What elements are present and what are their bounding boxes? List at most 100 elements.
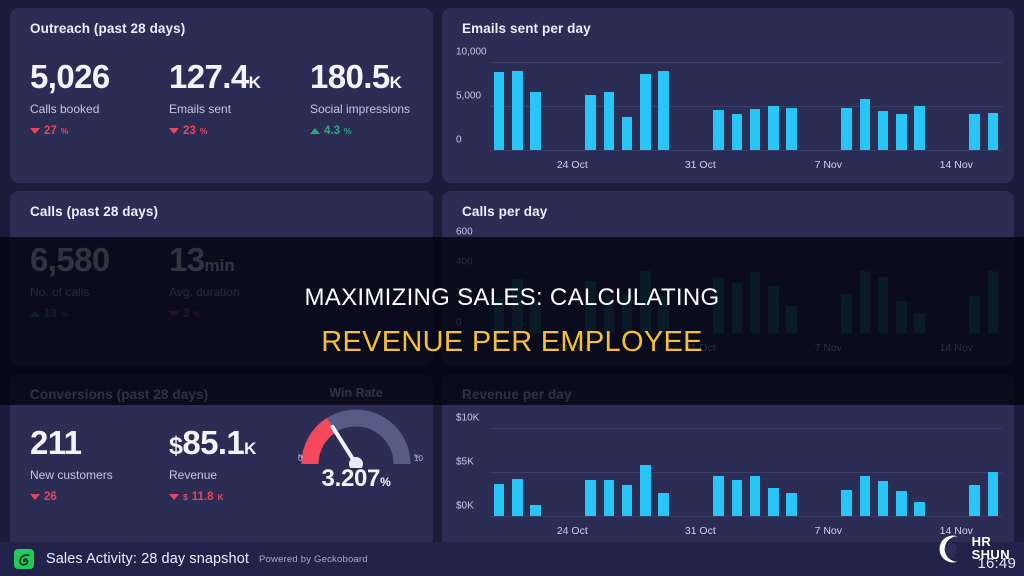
triangle-down-icon — [30, 493, 40, 500]
bar — [859, 98, 871, 151]
kpi-social-impressions-label: Social impressions — [310, 101, 411, 116]
bar — [786, 305, 797, 334]
bar — [512, 478, 523, 517]
x-axis-tick-label: 14 Nov — [939, 342, 973, 354]
y-axis-tick-label: $5K — [456, 456, 474, 468]
bar — [731, 283, 743, 334]
kpi-new-customers-value: 211 — [30, 424, 82, 461]
conversions-kpi-group: 211 New customers 26 $85.1K Revenue $11.… — [30, 426, 419, 503]
kpi-new-customers: 211 New customers 26 — [30, 426, 169, 503]
win-rate-gauge-title: Win Rate — [329, 386, 383, 400]
bar — [493, 71, 505, 151]
kpi-calls-booked-value: 5,026 — [30, 58, 110, 95]
bar — [713, 476, 724, 517]
bar — [512, 279, 523, 334]
bar — [969, 113, 980, 151]
x-axis-tick-label: 24 Oct — [556, 342, 588, 354]
plot-area: $0K $5K $10K — [456, 412, 1002, 517]
card-outreach-title: Outreach (past 28 days) — [30, 21, 186, 36]
bar — [713, 277, 724, 334]
x-axis-tick-label: 31 Oct — [684, 342, 716, 354]
kpi-revenue-label: Revenue — [169, 467, 218, 482]
bar — [585, 94, 596, 151]
gauge-scale: 0% 10% — [298, 454, 423, 463]
card-calls-title: Calls (past 28 days) — [30, 204, 159, 219]
triangle-down-icon — [169, 127, 179, 134]
y-axis-tick-label: 0 — [456, 134, 462, 146]
kpi-new-customers-delta: 26 — [30, 491, 169, 503]
x-axis-tick-label: 7 Nov — [814, 159, 842, 171]
bar — [987, 472, 999, 517]
calls-kpi-group: 6,580 No. of calls 13% 13min Avg. durati… — [30, 243, 419, 320]
x-axis-tick-label: 24 Oct — [556, 159, 588, 171]
bar — [530, 301, 541, 334]
kpi-avg-duration-label: Avg. duration — [169, 284, 240, 299]
x-axis-line — [490, 150, 1002, 151]
bar — [841, 108, 852, 151]
bar — [530, 92, 541, 151]
bar — [987, 113, 999, 151]
triangle-up-icon — [310, 127, 320, 134]
outreach-kpi-group: 5,026 Calls booked 27% 127.4K Emails sen… — [30, 60, 419, 137]
bar — [640, 74, 651, 151]
bar — [658, 71, 669, 151]
bar — [731, 114, 743, 151]
bar — [877, 480, 889, 517]
plot-area: 0 5,000 10,000 — [456, 46, 1002, 151]
card-revenue-per-day: Revenue per day $0K $5K $10K 24 Oct 31 Oct 7 … — [442, 374, 1014, 549]
kpi-no-of-calls-delta: 13% — [30, 308, 169, 320]
bar — [749, 108, 761, 151]
plot-area: 0 200 400 600 — [456, 227, 1002, 334]
kpi-avg-duration-value: 13min — [169, 241, 235, 278]
chart-revenue-per-day: $0K $5K $10K 24 Oct 31 Oct 7 Nov 14 Nov — [456, 412, 1002, 541]
x-axis-line — [490, 516, 1002, 517]
win-rate-gauge: Win Rate 0% 10% 3.207% — [293, 386, 423, 493]
bar — [914, 502, 925, 517]
chart-emails-per-day: 0 5,000 10,000 24 Oct 31 Oct 7 Nov 14 Nov — [456, 46, 1002, 175]
y-axis-tick-label: 5,000 — [456, 90, 482, 102]
triangle-down-icon — [169, 493, 179, 500]
card-emails-per-day-title: Emails sent per day — [462, 21, 591, 36]
x-axis-tick-label: 31 Oct — [684, 159, 716, 171]
bar — [749, 476, 761, 517]
bar — [640, 271, 651, 334]
footer-bar: Sales Activity: 28 day snapshot Powered … — [0, 542, 1024, 576]
bar — [621, 295, 633, 334]
gridline — [490, 61, 1002, 63]
bar-series — [490, 237, 1002, 334]
triangle-down-icon — [30, 127, 40, 134]
kpi-emails-sent-delta: 23% — [169, 125, 310, 137]
kpi-new-customers-label: New customers — [30, 467, 113, 482]
bar — [731, 479, 743, 517]
bar — [841, 490, 852, 517]
bar — [603, 480, 615, 517]
bar — [658, 296, 669, 334]
x-axis-tick-label: 14 Nov — [939, 525, 973, 537]
bar — [987, 271, 999, 334]
card-conversions: Conversions (past 28 days) 211 New custo… — [10, 374, 433, 549]
y-axis-tick-label: 600 — [456, 226, 473, 238]
bar — [713, 109, 724, 151]
bar — [621, 117, 633, 151]
y-axis-tick-label: 400 — [456, 256, 473, 268]
card-emails-per-day: Emails sent per day 0 5,000 10,000 24 Oct 31… — [442, 8, 1014, 183]
bar — [585, 280, 596, 334]
kpi-revenue-value: $85.1K — [169, 424, 257, 461]
card-conversions-title: Conversions (past 28 days) — [30, 387, 209, 402]
kpi-calls-booked: 5,026 Calls booked 27% — [30, 60, 169, 137]
bar — [768, 106, 779, 151]
bar-series — [490, 54, 1002, 151]
clock-time: 16:49 — [977, 555, 1016, 572]
chart-calls-per-day: 0 200 400 600 24 Oct 31 Oct 7 Nov 14 Nov — [456, 227, 1002, 358]
bar — [658, 492, 669, 517]
x-axis-tick-label: 24 Oct — [556, 525, 588, 537]
card-outreach: Outreach (past 28 days) 5,026 Calls book… — [10, 8, 433, 183]
card-calls-per-day-title: Calls per day — [462, 204, 548, 219]
y-axis-tick-label: $10K — [456, 412, 480, 424]
x-axis-line — [490, 333, 1002, 334]
y-axis-tick-label: 200 — [456, 287, 473, 299]
bar — [914, 312, 925, 334]
kpi-emails-sent-label: Emails sent — [169, 101, 232, 116]
kpi-no-of-calls: 6,580 No. of calls 13% — [30, 243, 169, 320]
